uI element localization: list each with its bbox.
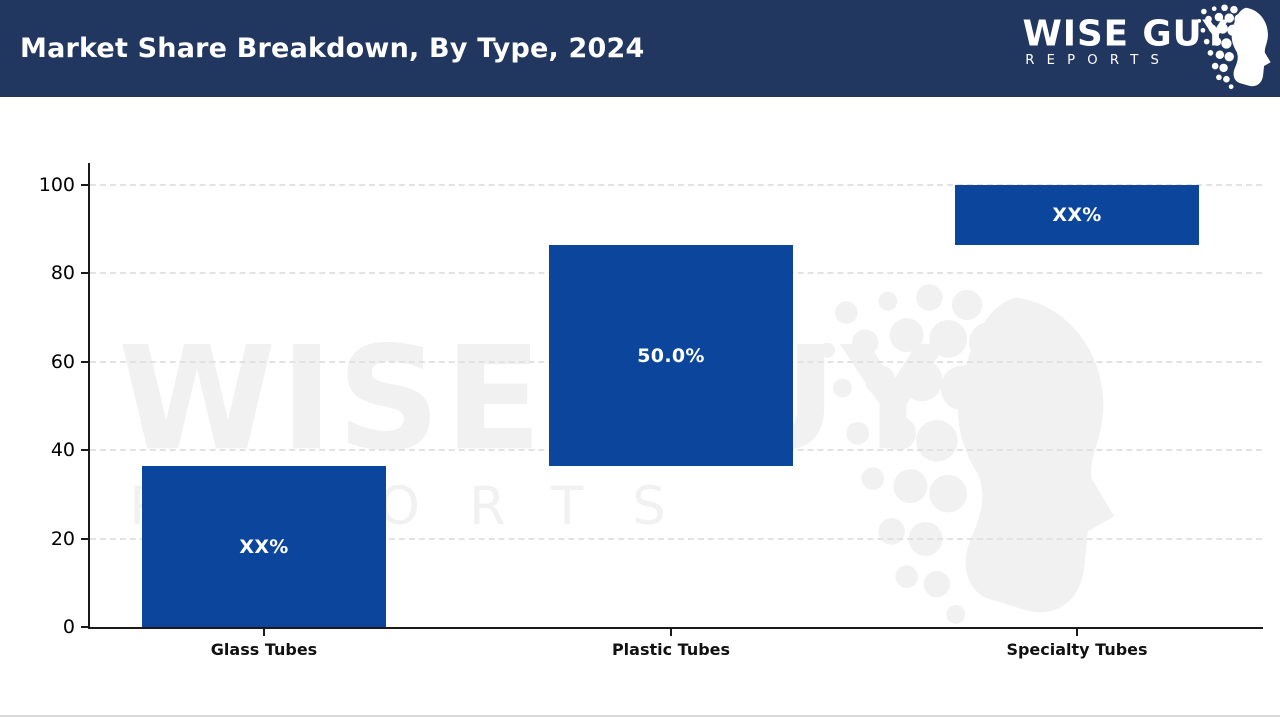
y-axis-line xyxy=(88,163,90,629)
y-tickmark-0 xyxy=(81,626,89,628)
x-tickmark-plastic-tubes xyxy=(670,629,672,636)
y-tickmark-80 xyxy=(81,272,89,275)
bottom-border xyxy=(0,715,1280,717)
y-tick-label-80: 80 xyxy=(50,262,75,285)
wiseguy-logo xyxy=(1022,4,1271,90)
bar-plastic-tubes: 50.0% xyxy=(549,245,793,467)
y-tick-label-60: 60 xyxy=(50,350,75,373)
gridline-20 xyxy=(90,537,1262,540)
x-tick-label-plastic-tubes: Plastic Tubes xyxy=(611,640,731,659)
x-tick-label-specialty-tubes: Specialty Tubes xyxy=(1006,640,1148,659)
y-tickmark-60 xyxy=(81,360,89,363)
y-tickmark-40 xyxy=(81,449,89,452)
x-tickmark-specialty-tubes xyxy=(1076,629,1078,636)
x-tickmark-glass-tubes xyxy=(263,629,265,636)
y-tick-label-100: 100 xyxy=(38,174,75,196)
chart-plot: 0 20 40 60 80 100 XX% Glass Tubes 50.0% Plastic T… xyxy=(0,97,1280,715)
x-axis-line xyxy=(88,627,1263,629)
header: Market Share Breakdown, By Type, 2024 xyxy=(0,0,1280,97)
y-tickmark-20 xyxy=(81,537,89,540)
bar-glass-tubes: XX% xyxy=(142,466,386,627)
bar-value-label-glass-tubes: XX% xyxy=(239,535,289,558)
y-tickmark-100 xyxy=(81,184,89,186)
page-title: Market Share Breakdown, By Type, 2024 xyxy=(20,33,645,64)
bar-specialty-tubes: XX% xyxy=(955,185,1199,246)
bar-value-label-plastic-tubes: 50.0% xyxy=(637,344,705,367)
x-tick-label-glass-tubes: Glass Tubes xyxy=(210,640,318,659)
bar-value-label-specialty-tubes: XX% xyxy=(1052,204,1102,227)
y-tick-label-40: 40 xyxy=(50,439,75,462)
y-tick-label-0: 0 xyxy=(62,616,75,638)
y-tick-label-20: 20 xyxy=(50,527,75,550)
gridline-100 xyxy=(90,184,1262,186)
